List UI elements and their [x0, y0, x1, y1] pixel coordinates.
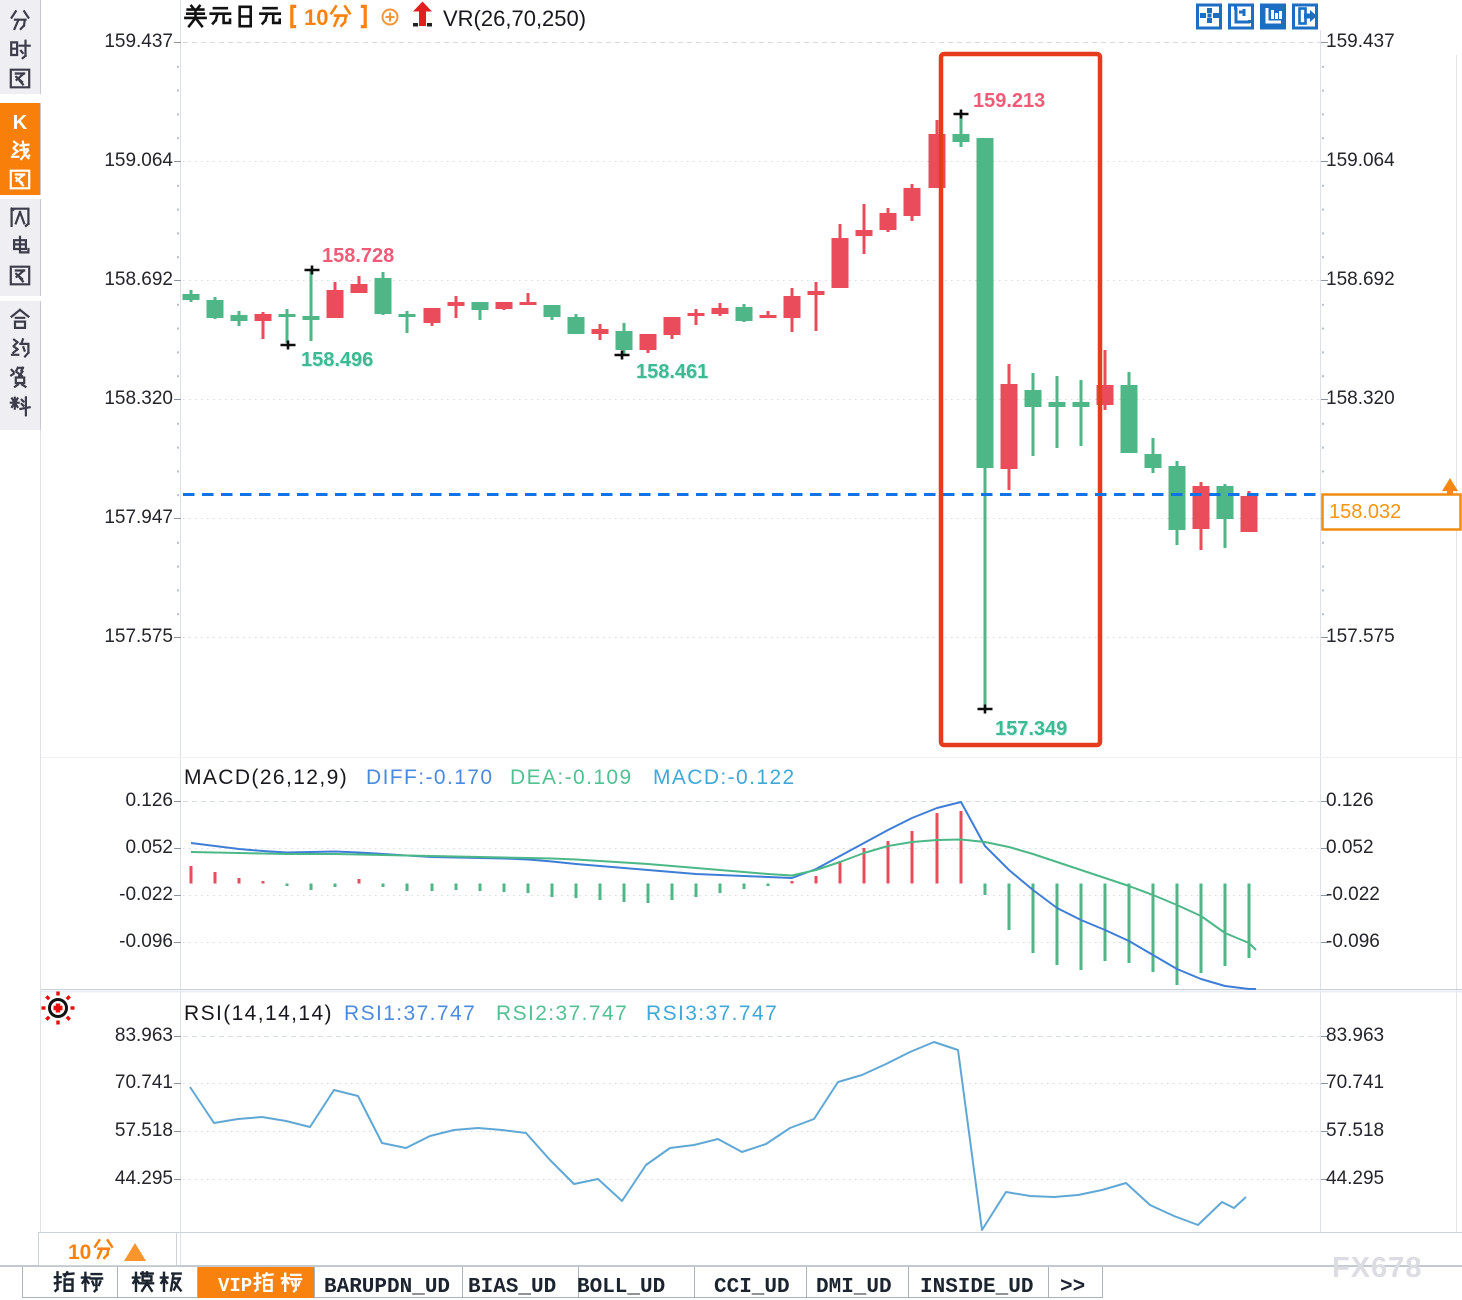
svg-text:K: K — [13, 112, 28, 134]
svg-text:VR(26,70,250): VR(26,70,250) — [443, 6, 586, 31]
svg-text:DMI_UD: DMI_UD — [816, 1276, 892, 1299]
svg-text:CCI_UD: CCI_UD — [714, 1276, 790, 1299]
svg-text:VIP: VIP — [218, 1275, 252, 1297]
svg-text:BARUPDN_UD: BARUPDN_UD — [324, 1276, 450, 1299]
svg-text:INSIDE_UD: INSIDE_UD — [920, 1276, 1033, 1299]
svg-text:10: 10 — [68, 1241, 91, 1264]
svg-text:BIAS_UD: BIAS_UD — [468, 1276, 556, 1299]
svg-text:>>: >> — [1060, 1276, 1085, 1299]
svg-text:10: 10 — [304, 5, 328, 30]
svg-text:BOLL_UD: BOLL_UD — [577, 1276, 665, 1299]
